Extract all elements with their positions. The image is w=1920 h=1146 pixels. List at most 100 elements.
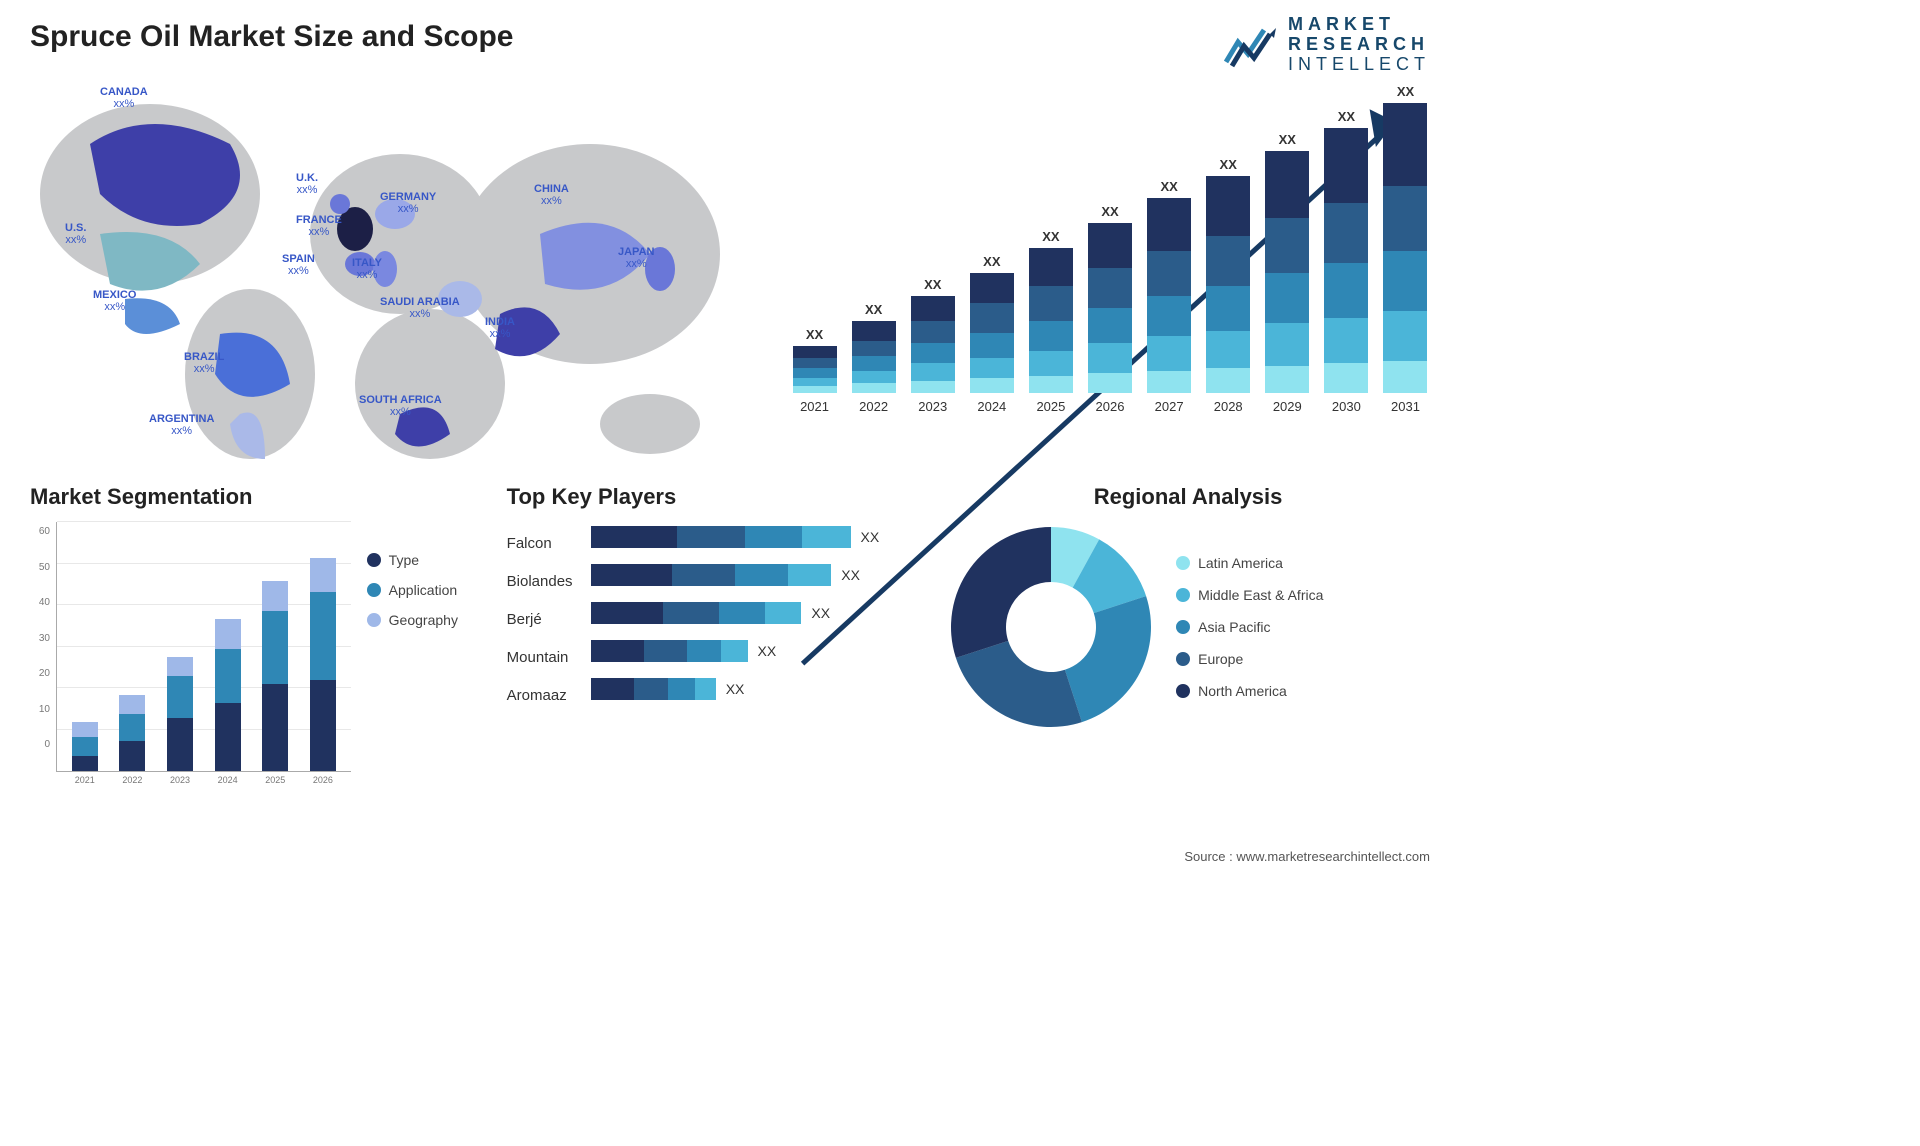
seg-stack — [310, 558, 336, 771]
legend-label: Asia Pacific — [1198, 619, 1270, 635]
infographic-page: Spruce Oil Market Size and Scope MARKET … — [0, 0, 1460, 872]
bar-segment — [793, 358, 837, 368]
player-label: Biolandes — [507, 570, 573, 592]
bar-year-label: 2025 — [1036, 399, 1065, 414]
bar-segment — [852, 383, 896, 393]
seg-tick: 10 — [30, 704, 50, 715]
player-bar-segment — [802, 526, 850, 548]
bar-value-label: XX — [865, 302, 882, 317]
seg-segment — [215, 703, 241, 771]
bar-segment — [1383, 103, 1427, 186]
regional-legend-item: Latin America — [1176, 555, 1323, 571]
bar-segment — [1029, 286, 1073, 321]
main-bar-2023: XX2023 — [908, 277, 957, 415]
player-bar-segment — [687, 640, 721, 662]
seg-segment — [310, 680, 336, 771]
logo: MARKET RESEARCH INTELLECT — [1224, 15, 1430, 74]
segmentation-legend: TypeApplicationGeography — [367, 522, 477, 772]
country-label-italy: ITALYxx% — [352, 257, 382, 281]
player-value: XX — [726, 681, 745, 697]
player-bar-segment — [663, 602, 719, 624]
seg-bar-2024: 2024 — [213, 619, 243, 771]
bar-value-label: XX — [1101, 204, 1118, 219]
country-label-argentina: ARGENTINAxx% — [149, 413, 214, 437]
bar-segment — [1383, 186, 1427, 251]
bar-segment — [852, 371, 896, 384]
seg-segment — [262, 581, 288, 611]
bar-year-label: 2021 — [800, 399, 829, 414]
player-labels: FalconBiolandesBerjéMountainAromaaz — [507, 522, 573, 706]
legend-label: Middle East & Africa — [1198, 587, 1323, 603]
player-bar-segment — [591, 564, 673, 586]
legend-label: Application — [389, 582, 458, 598]
bar-segment — [1206, 331, 1250, 369]
bar-segment — [1324, 263, 1368, 318]
bar-segment — [1324, 363, 1368, 393]
bar-segment — [1147, 251, 1191, 296]
bar-segment — [1383, 361, 1427, 394]
player-bar-row: XX — [591, 564, 917, 586]
seg-segment — [72, 737, 98, 756]
bar-stack — [1088, 223, 1132, 393]
player-bar-stack — [591, 640, 748, 662]
main-bar-chart: XX 2021 XX 2022 XX2023XX2024 XX 2025 XX2026 XX20… — [770, 74, 1430, 444]
seg-segment — [72, 722, 98, 737]
bar-year-label: 2022 — [859, 399, 888, 414]
bar-stack — [793, 346, 837, 394]
seg-segment — [310, 558, 336, 592]
legend-dot-icon — [367, 613, 381, 627]
bar-value-label: XX — [1397, 84, 1414, 99]
top-row: CANADAxx%U.S.xx%MEXICOxx%BRAZILxx%ARGENT… — [30, 74, 1430, 464]
seg-year-label: 2026 — [313, 775, 333, 785]
bar-segment — [1206, 368, 1250, 393]
player-bar-segment — [765, 602, 802, 624]
country-label-spain: SPAINxx% — [282, 253, 315, 277]
bar-segment — [1206, 286, 1250, 331]
donut-slice — [956, 641, 1082, 727]
bar-segment — [1206, 236, 1250, 286]
main-bar-2030: XX2030 — [1322, 109, 1371, 414]
seg-bar-2023: 2023 — [165, 657, 195, 771]
bar-segment — [1265, 151, 1309, 219]
bar-segment — [1088, 223, 1132, 268]
legend-dot-icon — [1176, 684, 1190, 698]
country-label-germany: GERMANYxx% — [380, 191, 436, 215]
main-bar-2029: XX2029 — [1263, 132, 1312, 415]
player-bar-stack — [591, 564, 832, 586]
seg-segment — [215, 619, 241, 649]
donut-slice — [951, 527, 1051, 658]
logo-text: MARKET RESEARCH INTELLECT — [1288, 15, 1430, 74]
bar-value-label: XX — [806, 327, 823, 342]
legend-dot-icon — [1176, 652, 1190, 666]
bar-segment — [852, 321, 896, 341]
country-label-canada: CANADAxx% — [100, 86, 148, 110]
bar-segment — [793, 378, 837, 386]
bar-stack — [970, 273, 1014, 393]
player-value: XX — [811, 605, 830, 621]
main-bar-2026: XX2026 — [1085, 204, 1134, 414]
player-bar-segment — [745, 526, 803, 548]
seg-segment — [215, 649, 241, 702]
players-chart: FalconBiolandesBerjéMountainAromaaz XXXX… — [507, 522, 916, 706]
seg-tick: 50 — [30, 562, 50, 573]
player-bar-segment — [634, 678, 668, 700]
bar-segment — [1088, 268, 1132, 308]
bar-value-label: XX — [1042, 229, 1059, 244]
bar-segment — [1206, 176, 1250, 236]
seg-segment — [310, 592, 336, 679]
country-label-saudiarabia: SAUDI ARABIAxx% — [380, 296, 460, 320]
player-label: Aromaaz — [507, 684, 573, 706]
main-bar-2024: XX2024 — [967, 254, 1016, 414]
player-bar-segment — [735, 564, 788, 586]
donut-chart — [946, 522, 1156, 732]
bar-segment — [970, 273, 1014, 303]
bar-segment — [970, 378, 1014, 393]
country-label-india: INDIAxx% — [485, 316, 515, 340]
main-bar-2025: XX 2025 — [1026, 229, 1075, 414]
bar-value-label: XX — [1279, 132, 1296, 147]
player-value: XX — [841, 567, 860, 583]
legend-label: North America — [1198, 683, 1287, 699]
seg-plot: 202120222023202420252026 — [56, 522, 351, 772]
player-label: Falcon — [507, 532, 573, 554]
player-bar-segment — [677, 526, 744, 548]
